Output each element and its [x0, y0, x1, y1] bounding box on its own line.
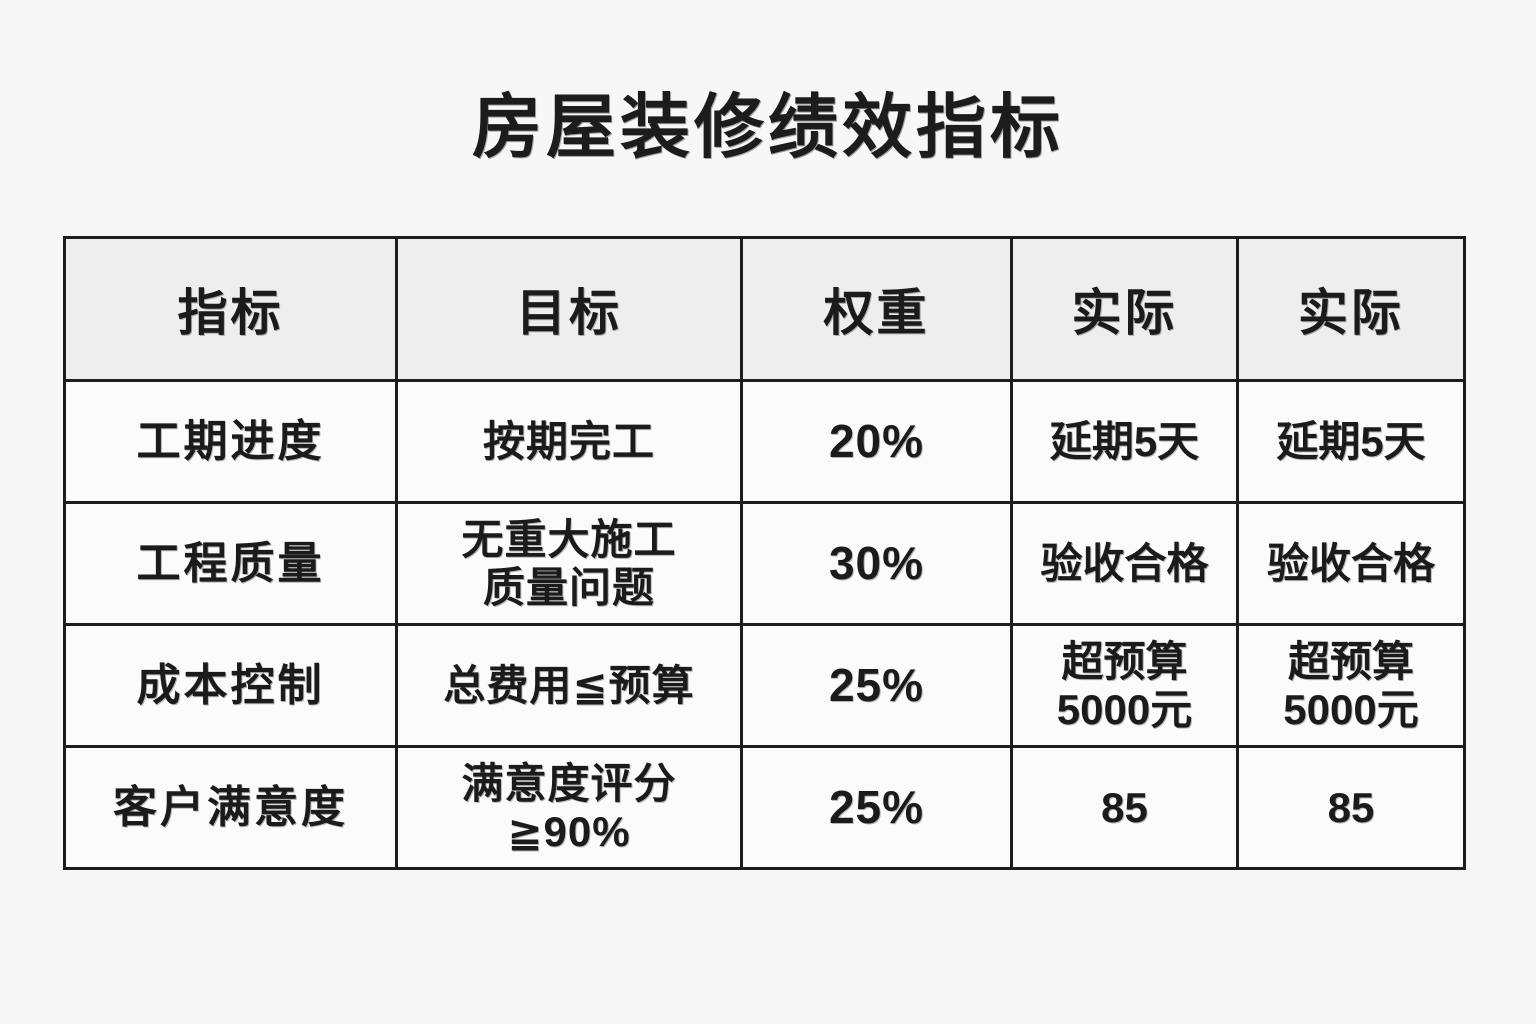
cell-weight: 25% — [740, 745, 1013, 870]
cell-actual-1-line1: 85 — [1101, 783, 1148, 831]
cell-actual-2-line1: 验收合格 — [1266, 539, 1435, 587]
cell-actual-1: 延期5天 — [1010, 379, 1239, 504]
cell-indicator: 工程质量 — [63, 501, 398, 626]
cell-actual-1-line1: 延期5天 — [1049, 417, 1200, 465]
cell-actual-1: 验收合格 — [1010, 501, 1239, 626]
cell-actual-2: 85 — [1236, 745, 1466, 870]
performance-metrics-table: 指标 目标 权重 实际 实际 工期进度 按期完工 20% 延期5天 — [63, 236, 1466, 870]
cell-actual-1-line1: 超预算 — [1061, 638, 1188, 686]
table-body: 工期进度 按期完工 20% 延期5天 延期5天 — [63, 379, 1466, 870]
table-row: 成本控制 总费用≦预算 25% 超预算 5000元 超预算 5000元 — [63, 623, 1466, 748]
cell-target: 按期完工 — [395, 379, 743, 504]
cell-target-line1: 无重大施工 — [461, 516, 677, 564]
page-title: 房屋装修绩效指标 — [472, 88, 1064, 166]
column-header-actual-1: 实际 — [1010, 236, 1239, 382]
metrics-table-container: 指标 目标 权重 实际 实际 工期进度 按期完工 20% 延期5天 — [63, 236, 1466, 870]
cell-indicator: 客户满意度 — [63, 745, 398, 870]
cell-weight: 30% — [740, 501, 1013, 626]
cell-actual-2-line1: 超预算 — [1287, 638, 1414, 686]
column-header-weight: 权重 — [740, 236, 1013, 382]
cell-actual-1: 超预算 5000元 — [1010, 623, 1239, 748]
cell-actual-1: 85 — [1010, 745, 1239, 870]
table-row: 工期进度 按期完工 20% 延期5天 延期5天 — [63, 379, 1466, 504]
column-header-indicator: 指标 — [63, 236, 398, 382]
cell-actual-1-line2: 5000元 — [1056, 685, 1193, 733]
cell-actual-2: 超预算 5000元 — [1236, 623, 1466, 748]
cell-actual-1-line1: 验收合格 — [1040, 539, 1209, 587]
column-header-actual-2: 实际 — [1236, 236, 1466, 382]
cell-weight: 25% — [740, 623, 1013, 748]
cell-actual-2: 验收合格 — [1236, 501, 1466, 626]
cell-actual-2: 延期5天 — [1236, 379, 1466, 504]
cell-target-line1: 总费用≦预算 — [443, 661, 695, 709]
column-header-target: 目标 — [395, 236, 743, 382]
cell-actual-2-line2: 5000元 — [1283, 685, 1419, 733]
cell-target-line2: ≧90% — [507, 807, 631, 855]
cell-actual-2-line1: 延期5天 — [1276, 417, 1426, 465]
cell-target: 无重大施工 质量问题 — [395, 501, 743, 626]
cell-target: 满意度评分 ≧90% — [395, 745, 743, 870]
cell-target-line2: 质量问题 — [482, 563, 655, 611]
table-row: 工程质量 无重大施工 质量问题 30% 验收合格 验收合格 — [63, 501, 1466, 626]
cell-target-line1: 按期完工 — [482, 417, 655, 465]
cell-indicator: 工期进度 — [63, 379, 398, 504]
table-row: 客户满意度 满意度评分 ≧90% 25% 85 85 — [63, 745, 1466, 870]
cell-target: 总费用≦预算 — [395, 623, 743, 748]
table-header: 指标 目标 权重 实际 实际 — [63, 236, 1466, 382]
cell-indicator: 成本控制 — [63, 623, 398, 748]
cell-actual-2-line1: 85 — [1327, 783, 1375, 831]
cell-weight: 20% — [740, 379, 1013, 504]
cell-target-line1: 满意度评分 — [461, 760, 677, 808]
table-header-row: 指标 目标 权重 实际 实际 — [63, 236, 1466, 382]
